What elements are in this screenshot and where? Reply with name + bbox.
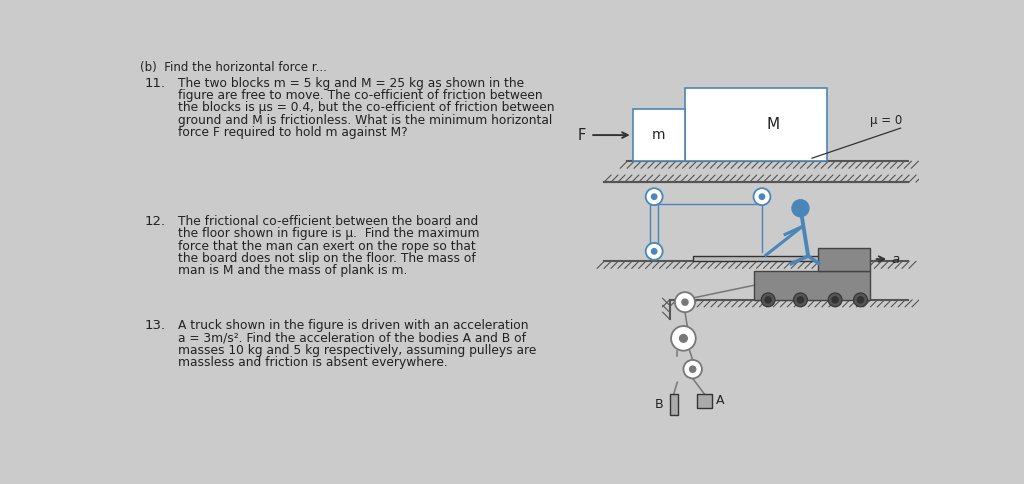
- Text: A truck shown in the figure is driven with an acceleration: A truck shown in the figure is driven wi…: [178, 319, 528, 332]
- Text: a = 3m/s². Find the acceleration of the bodies A and B of: a = 3m/s². Find the acceleration of the …: [178, 332, 526, 345]
- Text: figure are free to move. The co-efficient of friction between: figure are free to move. The co-efficien…: [178, 89, 543, 102]
- Circle shape: [646, 243, 663, 260]
- Circle shape: [857, 297, 863, 303]
- Text: 11.: 11.: [144, 76, 166, 90]
- Text: (b)  Find the horizontal force r...: (b) Find the horizontal force r...: [140, 61, 327, 74]
- Circle shape: [651, 194, 656, 199]
- Text: man is M and the mass of plank is m.: man is M and the mass of plank is m.: [178, 264, 408, 277]
- Circle shape: [683, 360, 701, 378]
- Circle shape: [689, 366, 695, 372]
- Polygon shape: [818, 247, 869, 271]
- Text: μ = 0: μ = 0: [869, 114, 902, 127]
- Circle shape: [651, 249, 656, 254]
- Text: 12.: 12.: [144, 215, 166, 228]
- Text: a: a: [891, 253, 899, 266]
- Text: m: m: [652, 128, 666, 142]
- Text: masses 10 kg and 5 kg respectively, assuming pulleys are: masses 10 kg and 5 kg respectively, assu…: [178, 344, 537, 357]
- Text: force F required to hold m against M?: force F required to hold m against M?: [178, 126, 408, 139]
- Circle shape: [682, 299, 688, 305]
- Polygon shape: [670, 394, 678, 415]
- Text: F: F: [578, 128, 586, 143]
- Polygon shape: [696, 394, 712, 408]
- Text: the floor shown in figure is μ.  Find the maximum: the floor shown in figure is μ. Find the…: [178, 227, 480, 241]
- Text: ground and M is frictionless. What is the minimum horizontal: ground and M is frictionless. What is th…: [178, 114, 553, 126]
- Text: A: A: [716, 394, 724, 407]
- Circle shape: [680, 334, 687, 342]
- Polygon shape: [685, 88, 827, 161]
- Circle shape: [646, 188, 663, 205]
- Circle shape: [765, 297, 771, 303]
- Circle shape: [792, 200, 809, 217]
- Text: M: M: [767, 117, 780, 132]
- Text: 13.: 13.: [144, 319, 166, 332]
- Circle shape: [761, 293, 775, 307]
- Circle shape: [759, 194, 765, 199]
- Circle shape: [854, 293, 867, 307]
- Text: force that the man can exert on the rope so that: force that the man can exert on the rope…: [178, 240, 476, 253]
- Polygon shape: [692, 256, 823, 261]
- Circle shape: [798, 297, 804, 303]
- Text: The two blocks m = 5 kg and M = 25 kg as shown in the: The two blocks m = 5 kg and M = 25 kg as…: [178, 76, 524, 90]
- Text: the board does not slip on the floor. The mass of: the board does not slip on the floor. Th…: [178, 252, 476, 265]
- Polygon shape: [755, 271, 869, 300]
- Text: B: B: [654, 398, 664, 411]
- Circle shape: [675, 292, 695, 312]
- Circle shape: [794, 293, 807, 307]
- Text: massless and friction is absent everywhere.: massless and friction is absent everywhe…: [178, 356, 449, 369]
- Circle shape: [754, 188, 770, 205]
- Circle shape: [833, 297, 839, 303]
- Circle shape: [671, 326, 695, 351]
- Circle shape: [828, 293, 842, 307]
- Text: the blocks is μs = 0.4, but the co-efficient of friction between: the blocks is μs = 0.4, but the co-effic…: [178, 101, 555, 114]
- Text: The frictional co-efficient between the board and: The frictional co-efficient between the …: [178, 215, 478, 228]
- Polygon shape: [633, 109, 685, 161]
